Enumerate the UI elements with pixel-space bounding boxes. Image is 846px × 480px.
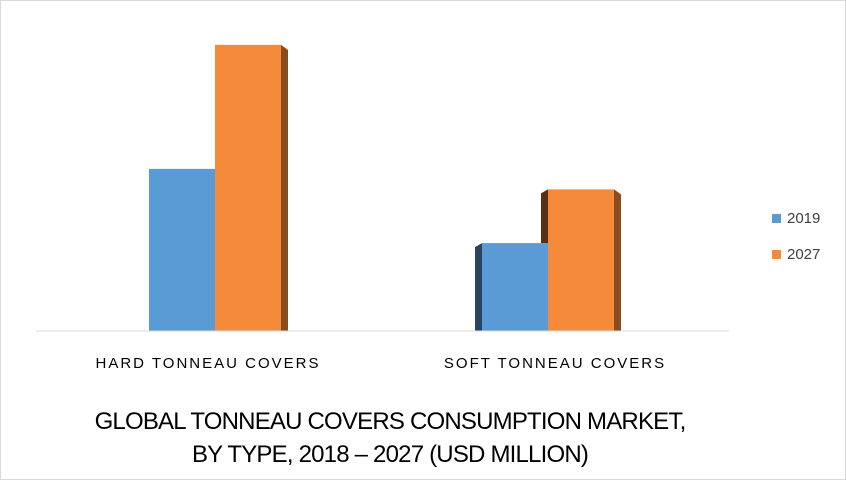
bar-2019-hard [149,168,222,331]
bar-2019-soft [482,243,555,331]
bar-front [482,243,548,331]
legend-swatch [772,214,781,223]
category-labels: HARD TONNEAU COVERS SOFT TONNEAU COVERS [96,355,666,372]
bar-side [614,189,621,331]
bars-group [149,44,621,331]
bar-side [281,44,288,331]
bar-2027-soft [548,189,621,331]
bar-2027-hard [215,44,288,331]
category-label: HARD TONNEAU COVERS [96,355,321,372]
legend-item: 2027 [772,246,820,263]
legend-label: 2027 [787,246,820,263]
legend-swatch [772,250,781,259]
bar-side [475,243,482,331]
legend-label: 2019 [787,210,820,227]
bar-front [548,189,614,331]
legend: 2019 2027 [772,210,820,263]
bar-front [215,44,281,331]
bar-side [541,189,548,244]
category-label: SOFT TONNEAU COVERS [444,355,666,372]
legend-item: 2019 [772,210,820,227]
chart-title: GLOBAL TONNEAU COVERS CONSUMPTION MARKET… [1,405,779,471]
chart-title-line-2: BY TYPE, 2018 – 2027 (USD MILLION) [191,441,589,468]
chart-title-line-1: GLOBAL TONNEAU COVERS CONSUMPTION MARKET… [94,408,687,435]
bar-front [149,168,215,331]
